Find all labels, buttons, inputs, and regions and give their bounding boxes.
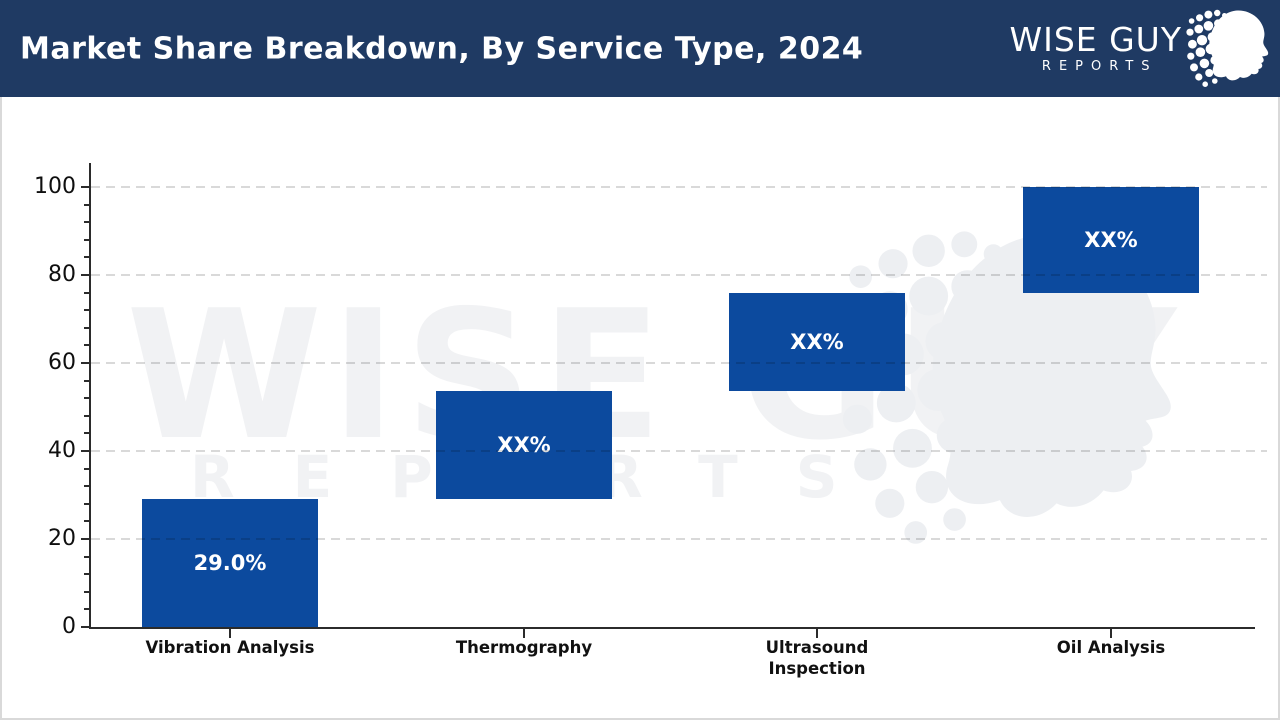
y-tick — [81, 450, 89, 452]
y-minor-tick — [84, 520, 89, 523]
bar-value-label: XX% — [1084, 228, 1138, 253]
bar-value-label: 29.0% — [193, 551, 267, 576]
y-minor-tick — [84, 414, 89, 417]
frame-border-bottom — [0, 718, 1280, 720]
x-category-label: Thermography — [455, 638, 593, 657]
x-category-label: Ultrasound Inspection — [765, 638, 869, 678]
y-tick-label: 20 — [48, 526, 76, 551]
x-tick — [1110, 629, 1112, 638]
frame-border-left — [0, 97, 2, 720]
bar-4: XX% — [1023, 187, 1199, 294]
y-minor-tick — [84, 379, 89, 382]
y-minor-tick — [84, 467, 89, 470]
logo-face-icon — [1186, 9, 1270, 89]
bar-value-label: XX% — [497, 433, 551, 458]
y-minor-tick — [84, 221, 89, 224]
x-category-label: Oil Analysis — [1056, 638, 1166, 657]
y-minor-tick — [84, 256, 89, 259]
y-axis-line — [89, 163, 91, 629]
y-tick — [81, 186, 89, 188]
y-minor-tick — [84, 203, 89, 206]
y-tick — [81, 538, 89, 540]
y-minor-tick — [84, 344, 89, 347]
x-tick — [229, 629, 231, 638]
y-tick-label: 40 — [48, 438, 76, 463]
y-minor-tick — [84, 291, 89, 294]
y-minor-tick — [84, 555, 89, 558]
y-minor-tick — [84, 573, 89, 576]
frame-border-right — [1278, 97, 1280, 720]
y-minor-tick — [84, 485, 89, 488]
logo-name: WISE GUY — [1009, 19, 1182, 59]
wiseguy-logo: WISE GUY REPORTS — [1009, 0, 1270, 97]
y-tick — [81, 362, 89, 364]
y-tick-label: 60 — [48, 350, 76, 375]
x-tick — [816, 629, 818, 638]
logo-tagline: REPORTS — [1041, 59, 1158, 75]
y-minor-tick — [84, 502, 89, 505]
gridline — [91, 274, 1267, 276]
gridline — [91, 186, 1267, 188]
y-tick-label: 80 — [48, 262, 76, 287]
page-title: Market Share Breakdown, By Service Type,… — [20, 31, 864, 66]
y-tick-label: 100 — [34, 174, 76, 199]
y-minor-tick — [84, 608, 89, 611]
y-tick — [81, 274, 89, 276]
y-minor-tick — [84, 309, 89, 312]
gridline — [91, 362, 1267, 364]
bar-1: 29.0% — [142, 499, 318, 627]
header-bar: Market Share Breakdown, By Service Type,… — [0, 0, 1280, 97]
y-minor-tick — [84, 326, 89, 329]
x-tick — [523, 629, 525, 638]
bar-value-label: XX% — [790, 330, 844, 355]
bar-2: XX% — [436, 391, 612, 500]
y-minor-tick — [84, 238, 89, 241]
y-tick-label: 0 — [62, 614, 76, 639]
x-category-label: Vibration Analysis — [145, 638, 315, 657]
y-minor-tick — [84, 590, 89, 593]
x-axis-line — [89, 627, 1255, 629]
y-minor-tick — [84, 397, 89, 400]
gridline — [91, 450, 1267, 452]
y-minor-tick — [84, 432, 89, 435]
gridline — [91, 538, 1267, 540]
y-tick — [81, 626, 89, 628]
bar-3: XX% — [729, 293, 905, 392]
